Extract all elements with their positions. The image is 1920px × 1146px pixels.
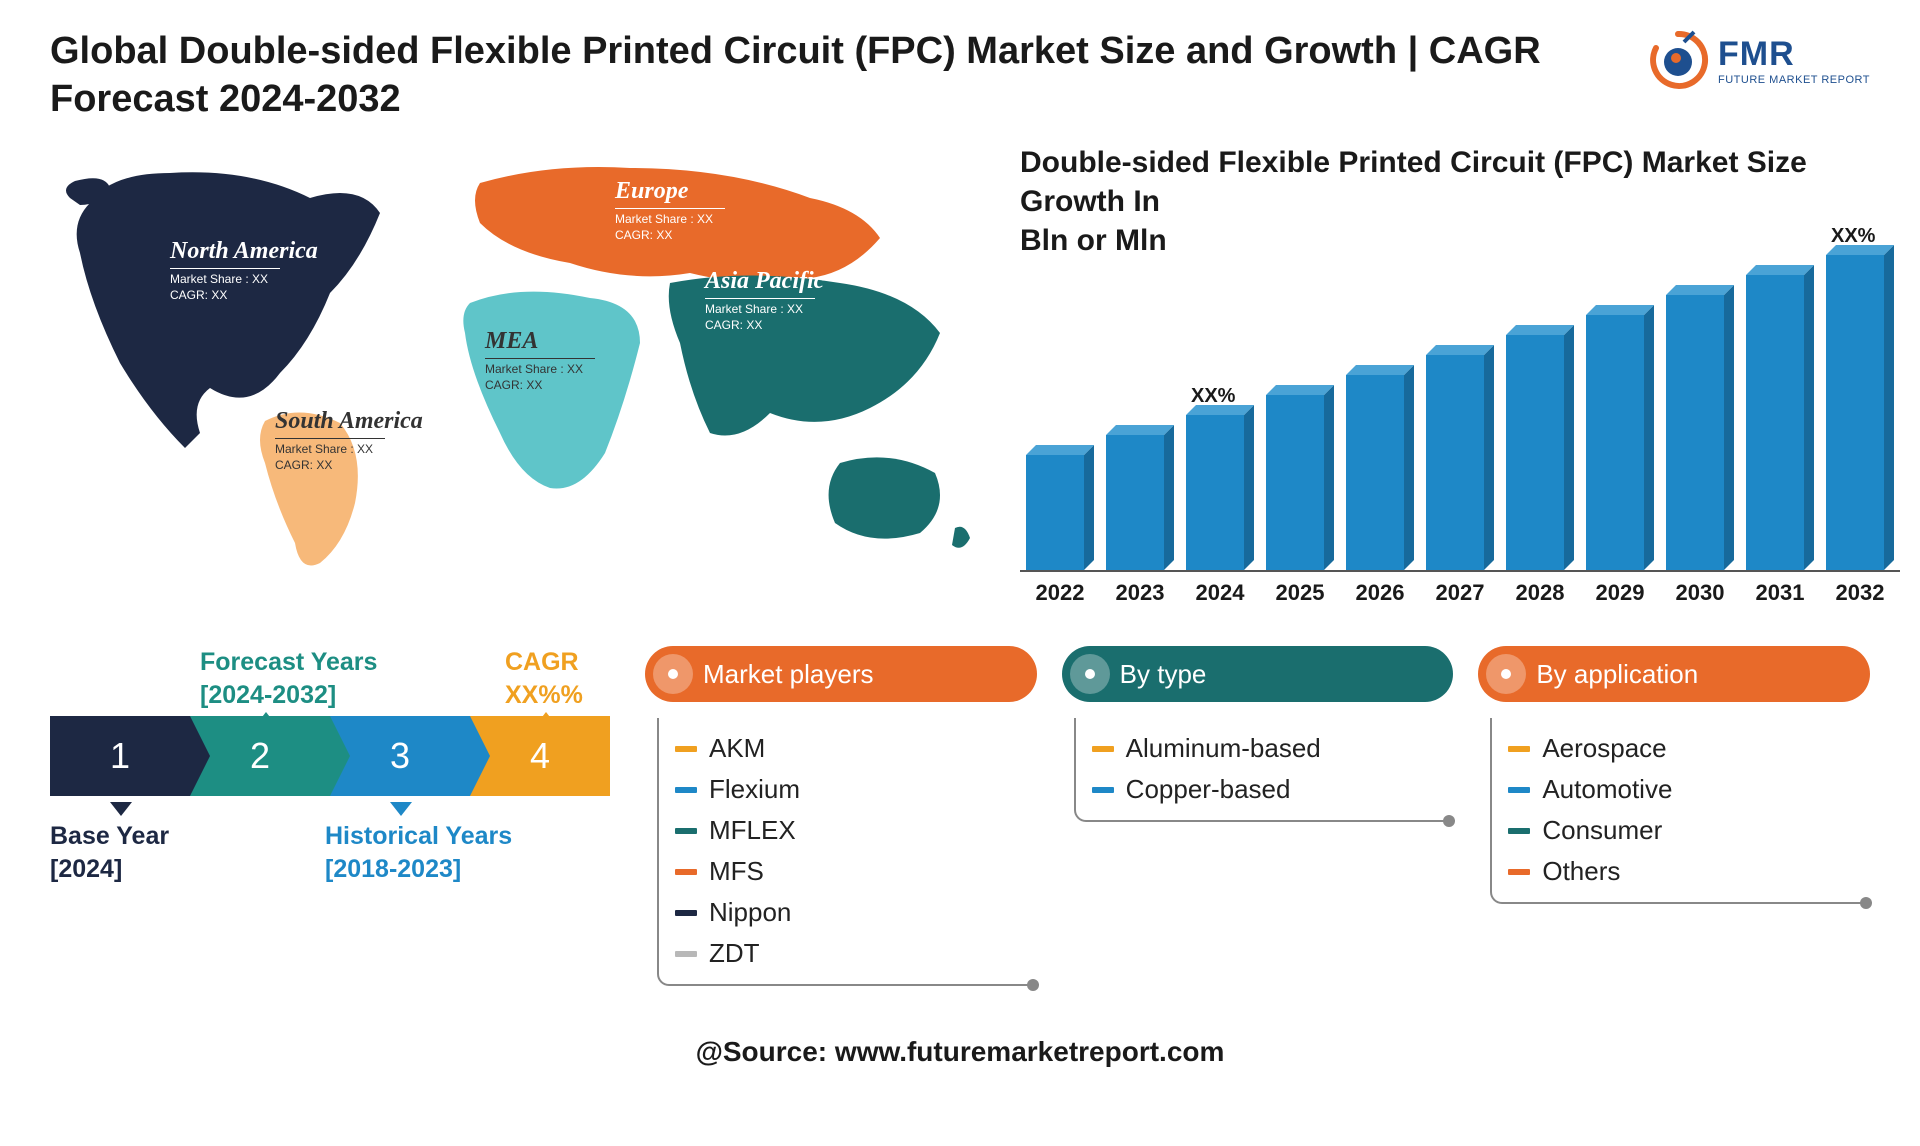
base-year-label: Base Year[2024] <box>50 820 169 885</box>
bar-2027 <box>1424 355 1496 570</box>
logo: FMR FUTURE MARKET REPORT <box>1646 28 1870 92</box>
swatch-icon <box>1508 869 1530 875</box>
historical-label: Historical Years[2018-2023] <box>325 820 512 885</box>
swatch-icon <box>675 869 697 875</box>
bar-year-label: 2029 <box>1584 580 1656 606</box>
bullet-icon <box>1070 654 1110 694</box>
category-item: MFS <box>675 851 1025 892</box>
swatch-icon <box>1092 746 1114 752</box>
bullet-icon <box>653 654 693 694</box>
bar-2023 <box>1104 435 1176 570</box>
category-bracket: Aluminum-basedCopper-based <box>1074 718 1454 822</box>
category-item: Copper-based <box>1092 769 1442 810</box>
category-bracket: AerospaceAutomotiveConsumerOthers <box>1490 718 1870 904</box>
bar-annotation: XX% <box>1191 385 1235 408</box>
swatch-icon <box>675 828 697 834</box>
bar-year-label: 2022 <box>1024 580 1096 606</box>
swatch-icon <box>1508 828 1530 834</box>
region-label-europe: Europe Market Share : XXCAGR: XX <box>615 178 725 243</box>
region-label-south-america: South America Market Share : XXCAGR: XX <box>275 408 423 473</box>
bar-2025 <box>1264 395 1336 570</box>
swatch-icon <box>675 746 697 752</box>
bar-2032: XX% <box>1824 255 1896 570</box>
category-market-players: Market players AKMFlexiumMFLEXMFSNipponZD… <box>645 646 1037 986</box>
forecast-label: Forecast Years[2024-2032] <box>200 646 377 711</box>
category-item: Aluminum-based <box>1092 728 1442 769</box>
arrow-down-hist <box>390 802 412 816</box>
bar-2022 <box>1024 455 1096 570</box>
chart-title: Double-sided Flexible Printed Circuit (F… <box>1020 143 1900 260</box>
category-item: ZDT <box>675 933 1025 974</box>
bar-2029 <box>1584 315 1656 570</box>
bar-year-label: 2031 <box>1744 580 1816 606</box>
timeline-seg-1: 1 <box>50 716 190 796</box>
timeline-seg-3: 3 <box>330 716 470 796</box>
category-header: Market players <box>645 646 1037 702</box>
bar-year-label: 2025 <box>1264 580 1336 606</box>
swatch-icon <box>1508 746 1530 752</box>
category-item: Aerospace <box>1508 728 1858 769</box>
cagr-label: CAGRXX%% <box>505 646 583 711</box>
category-header: By type <box>1062 646 1454 702</box>
timeline-seg-4: 4 <box>470 716 610 796</box>
category-item: Automotive <box>1508 769 1858 810</box>
region-label-asia-pacific: Asia Pacific Market Share : XXCAGR: XX <box>705 268 824 333</box>
category-by-application: By application AerospaceAutomotiveConsume… <box>1478 646 1870 986</box>
category-item: Consumer <box>1508 810 1858 851</box>
category-item: MFLEX <box>675 810 1025 851</box>
timeline-seg-2: 2 <box>190 716 330 796</box>
bar-year-label: 2028 <box>1504 580 1576 606</box>
region-label-mea: MEA Market Share : XXCAGR: XX <box>485 328 595 393</box>
page-title: Global Double-sided Flexible Printed Cir… <box>50 28 1550 123</box>
world-map: North America Market Share : XXCAGR: XX S… <box>50 143 990 573</box>
bar-year-label: 2027 <box>1424 580 1496 606</box>
logo-text: FMR <box>1718 35 1870 74</box>
bottom-row: Forecast Years[2024-2032] CAGRXX%% 1 2 3… <box>0 606 1920 986</box>
category-header: By application <box>1478 646 1870 702</box>
bar-year-label: 2030 <box>1664 580 1736 606</box>
bar-year-label: 2032 <box>1824 580 1896 606</box>
bar-year-label: 2023 <box>1104 580 1176 606</box>
source-line: @Source: www.futuremarketreport.com <box>0 986 1920 1068</box>
logo-icon <box>1646 28 1710 92</box>
swatch-icon <box>1092 787 1114 793</box>
category-item: Others <box>1508 851 1858 892</box>
timeline-bar: 1 2 3 4 <box>50 716 610 796</box>
swatch-icon <box>675 951 697 957</box>
bar-year-label: 2024 <box>1184 580 1256 606</box>
timeline-labels-bot: Base Year[2024] Historical Years[2018-20… <box>50 802 620 892</box>
bar-year-label: 2026 <box>1344 580 1416 606</box>
timeline: Forecast Years[2024-2032] CAGRXX%% 1 2 3… <box>50 646 620 892</box>
bar-labels-row: 2022 2023 2024 2025 2026 2027 2028 2029 2030 2031… <box>1020 572 1900 606</box>
bar-chart: Double-sided Flexible Printed Circuit (F… <box>1020 143 1900 606</box>
logo-text-block: FMR FUTURE MARKET REPORT <box>1718 35 1870 86</box>
bar-2026 <box>1344 375 1416 570</box>
bar-2028 <box>1504 335 1576 570</box>
category-columns: Market players AKMFlexiumMFLEXMFSNipponZD… <box>645 646 1870 986</box>
bar-2024: XX% <box>1184 415 1256 570</box>
category-item: Nippon <box>675 892 1025 933</box>
category-by-type: By type Aluminum-basedCopper-based <box>1062 646 1454 986</box>
bars-container: XX% <box>1020 272 1900 572</box>
bar-annotation: XX% <box>1831 225 1875 248</box>
category-bracket: AKMFlexiumMFLEXMFSNipponZDT <box>657 718 1037 986</box>
arrow-down-base <box>110 802 132 816</box>
swatch-icon <box>675 787 697 793</box>
logo-subtext: FUTURE MARKET REPORT <box>1718 74 1870 86</box>
region-label-north-america: North America Market Share : XXCAGR: XX <box>170 238 318 303</box>
bar-2030 <box>1664 295 1736 570</box>
category-item: AKM <box>675 728 1025 769</box>
swatch-icon <box>1508 787 1530 793</box>
category-item: Flexium <box>675 769 1025 810</box>
timeline-labels-top: Forecast Years[2024-2032] CAGRXX%% <box>50 646 620 716</box>
header: Global Double-sided Flexible Printed Cir… <box>0 0 1920 133</box>
bar-2031 <box>1744 275 1816 570</box>
main-row: North America Market Share : XXCAGR: XX S… <box>0 133 1920 606</box>
bullet-icon <box>1486 654 1526 694</box>
swatch-icon <box>675 910 697 916</box>
